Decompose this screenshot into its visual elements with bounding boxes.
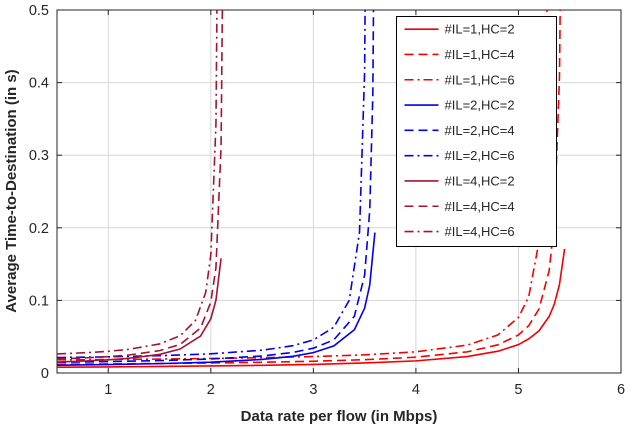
axis-box <box>56 9 622 374</box>
legend-label: #IL=2,HC=4 <box>445 123 515 138</box>
legend-label: #IL=2,HC=2 <box>445 98 515 113</box>
y-tick-label: 0 <box>41 366 49 382</box>
y-tick-label: 0.5 <box>29 3 49 19</box>
curve-il4hc6 <box>57 10 218 355</box>
y-axis-label: Average Time-to-Destination (in s) <box>3 69 20 312</box>
x-tick-label: 2 <box>207 382 215 398</box>
x-axis-label: Data rate per flow (in Mbps) <box>241 408 438 425</box>
x-tick-label: 5 <box>514 382 522 398</box>
curve-il4hc2 <box>57 258 222 363</box>
y-tick-label: 0.4 <box>29 76 49 92</box>
curve-il4hc4 <box>57 10 224 360</box>
curve-il1hc4 <box>57 10 561 366</box>
y-tick-label: 0.1 <box>29 293 49 309</box>
curve-il1hc2 <box>57 248 566 368</box>
legend-label: #IL=2,HC=6 <box>445 148 515 163</box>
y-tick-label: 0.3 <box>29 148 49 164</box>
curve-il2hc6 <box>57 10 366 359</box>
legend-label: #IL=1,HC=6 <box>445 72 515 87</box>
legend-label: #IL=1,HC=2 <box>445 22 515 37</box>
legend-label: #IL=1,HC=4 <box>445 47 515 62</box>
legend-label: #IL=4,HC=4 <box>445 199 515 214</box>
x-tick-label: 4 <box>412 382 420 398</box>
curve-il2hc4 <box>57 10 375 364</box>
legend-label: #IL=4,HC=6 <box>445 224 515 239</box>
curve-il2hc2 <box>57 232 376 367</box>
y-tick-label: 0.2 <box>29 221 49 237</box>
curve-il1hc6 <box>57 10 548 361</box>
legend-label: #IL=4,HC=2 <box>445 173 515 188</box>
curves-layer <box>57 10 566 368</box>
x-tick-label: 6 <box>617 382 625 398</box>
x-tick-label: 1 <box>104 382 112 398</box>
x-tick-label: 3 <box>309 382 317 398</box>
